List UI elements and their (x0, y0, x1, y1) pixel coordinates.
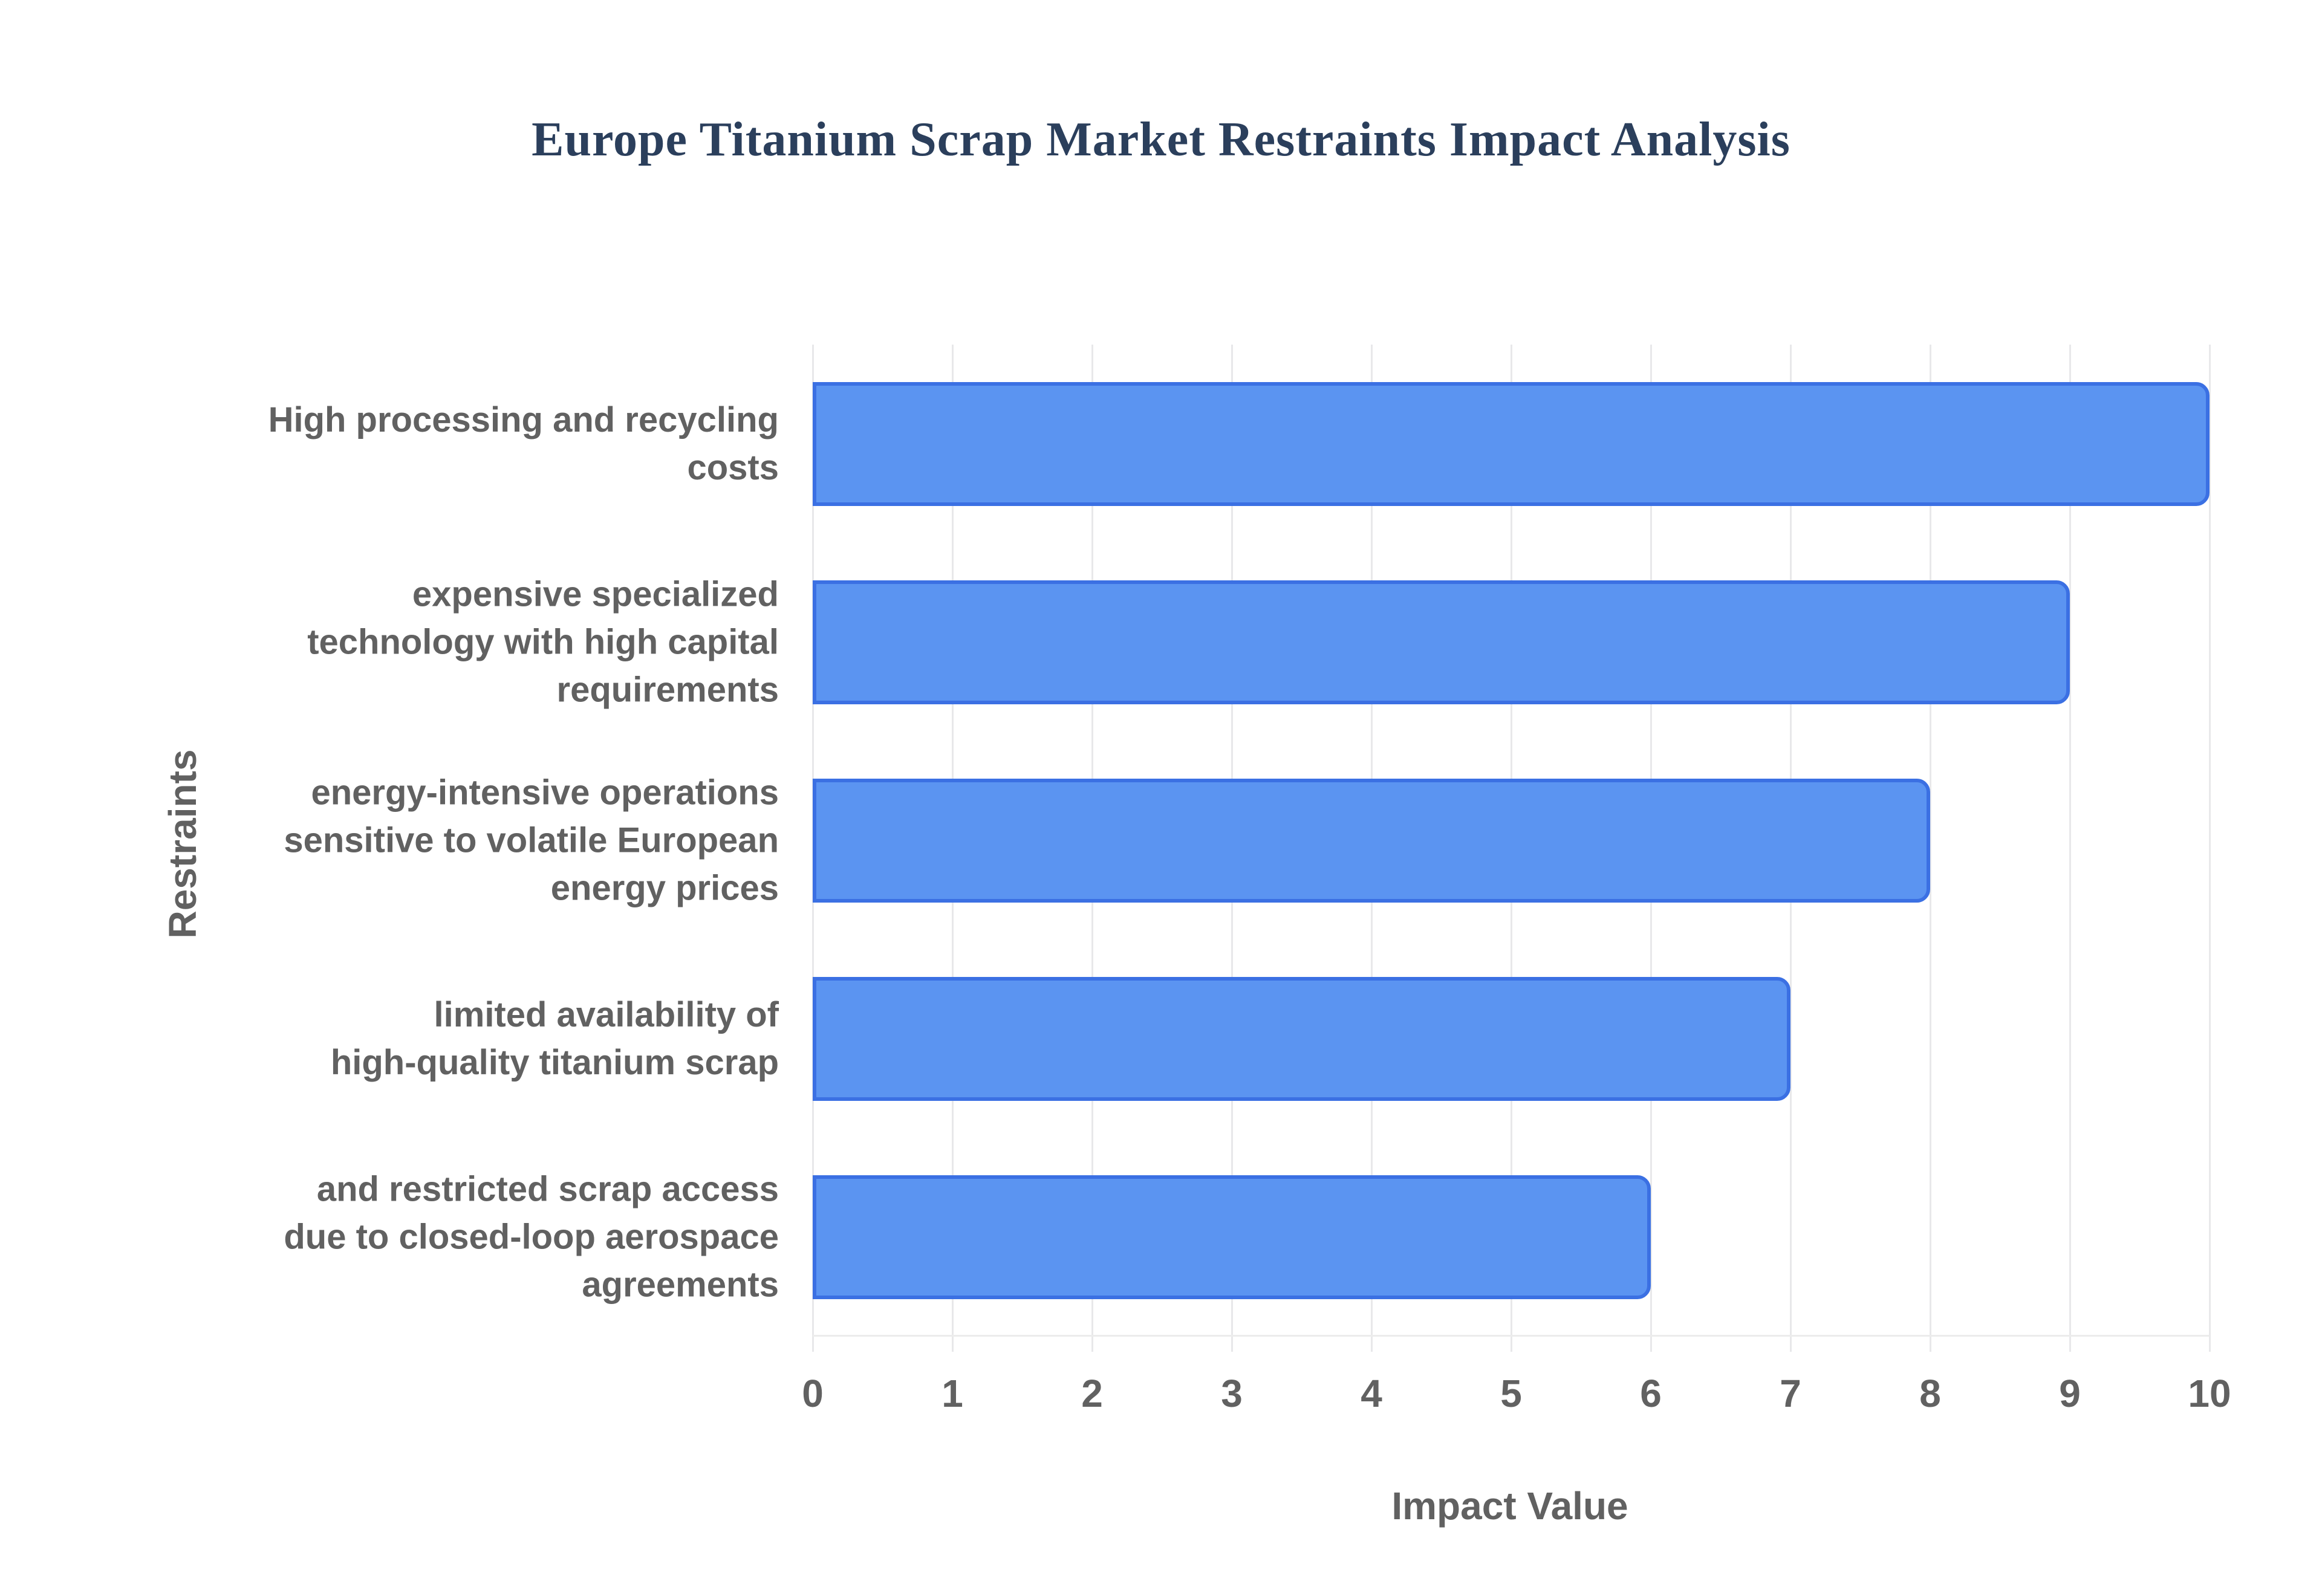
x-tick-label: 1 (941, 1372, 963, 1415)
bar (813, 580, 2070, 704)
category-label: limited availability of high-quality tit… (330, 995, 779, 1082)
x-tick-label: 0 (802, 1372, 824, 1415)
x-tick-label: 2 (1081, 1372, 1103, 1415)
gridline (2209, 345, 2211, 1352)
y-axis-title: Restraints (161, 749, 204, 939)
category-label: and restricted scrap access due to close… (284, 1169, 779, 1305)
x-tick-label: 4 (1361, 1372, 1382, 1415)
chart-title: Europe Titanium Scrap Market Restraints … (532, 113, 1790, 166)
plot-area (812, 345, 2211, 1352)
x-tick-label: 7 (1780, 1372, 1801, 1415)
bar (813, 1175, 1651, 1299)
gridline (1930, 345, 1931, 1352)
bar (813, 977, 1790, 1101)
x-tick-label: 5 (1500, 1372, 1522, 1415)
x-tick-label: 8 (1919, 1372, 1941, 1415)
bar (813, 779, 1930, 903)
category-label: energy-intensive operations sensitive to… (284, 773, 779, 908)
gridline (2069, 345, 2071, 1352)
x-tick-label: 6 (1640, 1372, 1662, 1415)
category-label: expensive specialized technology with hi… (307, 574, 779, 710)
x-axis-line (813, 1335, 2210, 1337)
x-axis-title: Impact Value (1391, 1484, 1628, 1528)
category-label: High processing and recycling costs (268, 400, 779, 487)
x-tick-label: 9 (2059, 1372, 2081, 1415)
x-tick-label: 3 (1221, 1372, 1243, 1415)
bar (813, 382, 2210, 506)
x-tick-label: 10 (2188, 1372, 2231, 1415)
